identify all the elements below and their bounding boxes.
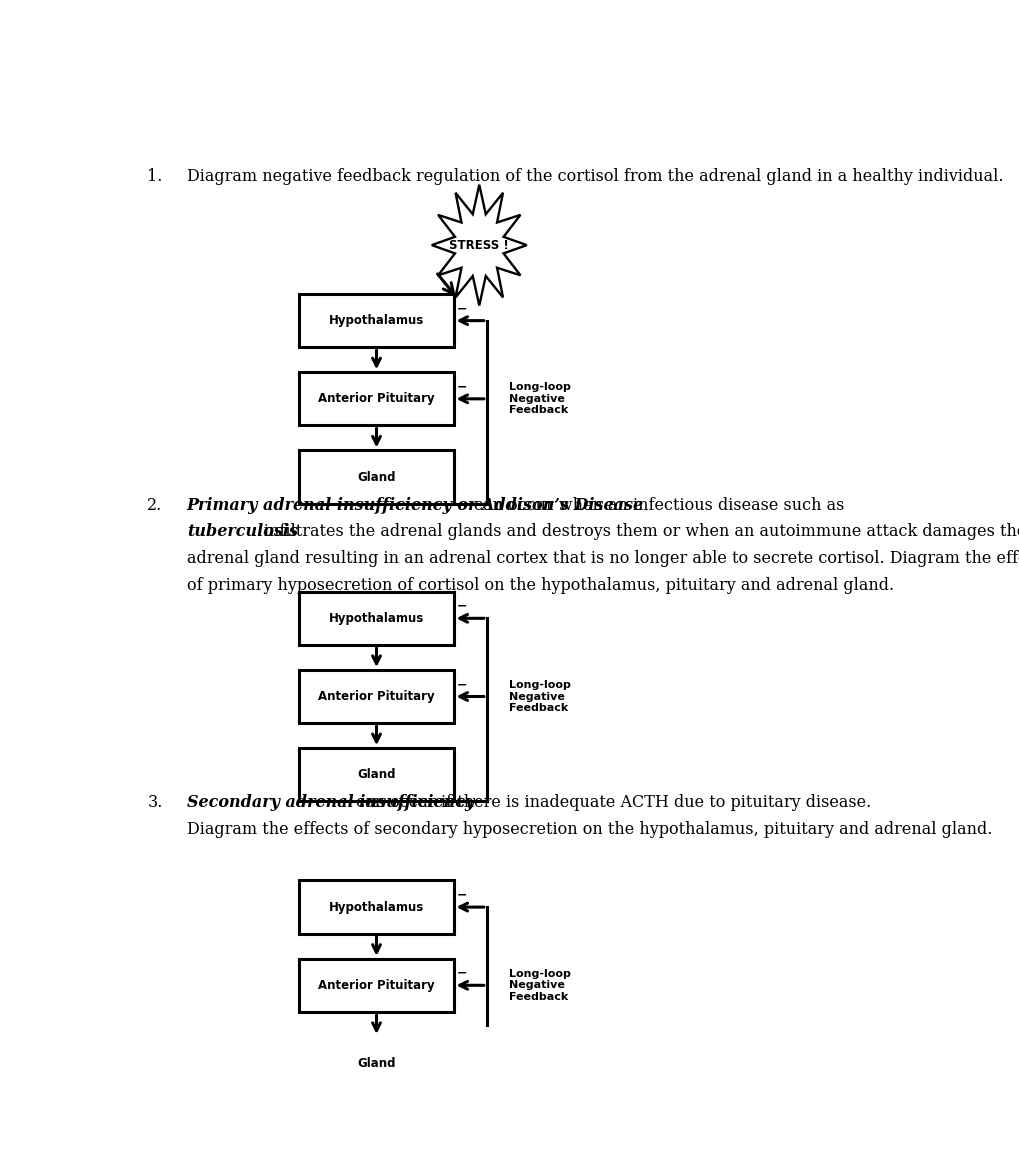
FancyBboxPatch shape [300,959,453,1012]
Text: Diagram negative feedback regulation of the cortisol from the adrenal gland in a: Diagram negative feedback regulation of … [186,167,1003,185]
FancyBboxPatch shape [300,373,453,426]
Text: −: − [457,889,467,901]
Text: −: − [457,679,467,691]
Text: Gland: Gland [357,1057,395,1070]
Text: Gland: Gland [357,769,395,781]
FancyBboxPatch shape [300,881,453,934]
Text: can occur when an infectious disease such as: can occur when an infectious disease suc… [186,496,844,514]
Polygon shape [431,185,526,306]
Text: Hypothalamus: Hypothalamus [328,612,424,624]
FancyBboxPatch shape [300,592,453,645]
Text: of primary hyposecretion of cortisol on the hypothalamus, pituitary and adrenal : of primary hyposecretion of cortisol on … [186,577,893,593]
Text: infiltrates the adrenal glands and destroys them or when an autoimmune attack da: infiltrates the adrenal glands and destr… [186,523,1019,540]
Text: Hypothalamus: Hypothalamus [328,314,424,327]
Text: Secondary adrenal insufficiency: Secondary adrenal insufficiency [186,794,474,811]
Text: Anterior Pituitary: Anterior Pituitary [318,690,434,703]
Text: Anterior Pituitary: Anterior Pituitary [318,979,434,991]
Text: −: − [457,600,467,613]
Text: −: − [457,302,467,315]
Text: tuberculosis: tuberculosis [186,523,298,540]
Text: STRESS !: STRESS ! [449,239,508,252]
Text: Gland: Gland [357,471,395,484]
Text: can occur if there is inadequate ACTH due to pituitary disease.: can occur if there is inadequate ACTH du… [186,794,870,811]
Text: Long-loop
Negative
Feedback: Long-loop Negative Feedback [508,968,571,1002]
FancyBboxPatch shape [300,748,453,801]
FancyBboxPatch shape [300,294,453,347]
Text: 3.: 3. [147,794,162,811]
Text: −: − [457,967,467,980]
Text: Long-loop
Negative
Feedback: Long-loop Negative Feedback [508,382,571,415]
FancyBboxPatch shape [300,450,453,503]
Text: Anterior Pituitary: Anterior Pituitary [318,392,434,405]
Text: adrenal gland resulting in an adrenal cortex that is no longer able to secrete c: adrenal gland resulting in an adrenal co… [186,550,1019,567]
FancyBboxPatch shape [300,1036,453,1091]
Text: 1.: 1. [147,167,162,185]
Text: 2.: 2. [147,496,162,514]
FancyBboxPatch shape [300,669,453,724]
Text: −: − [457,381,467,394]
Text: Primary adrenal insufficiency or Addison’s Disease: Primary adrenal insufficiency or Addison… [186,496,643,514]
Text: Hypothalamus: Hypothalamus [328,900,424,914]
Text: Long-loop
Negative
Feedback: Long-loop Negative Feedback [508,680,571,713]
Text: Diagram the effects of secondary hyposecretion on the hypothalamus, pituitary an: Diagram the effects of secondary hyposec… [186,820,991,838]
